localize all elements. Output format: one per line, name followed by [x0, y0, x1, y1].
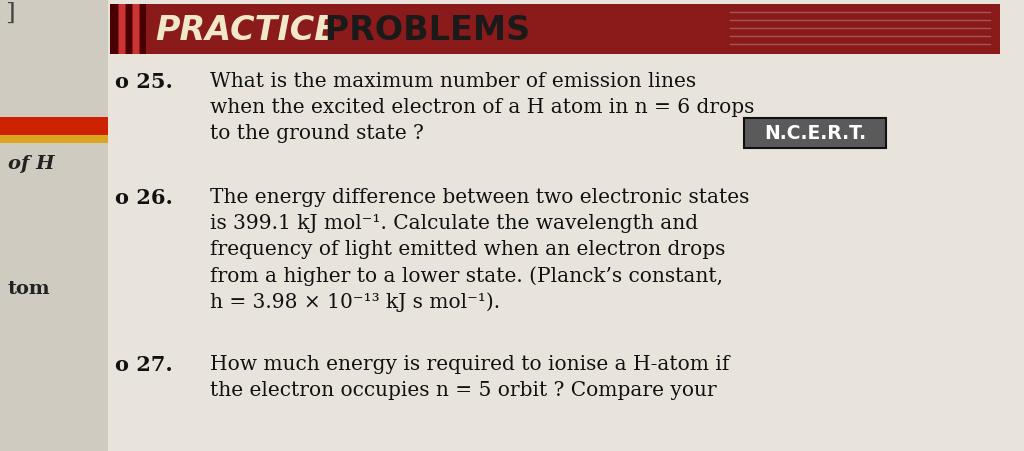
Text: N.C.E.R.T.: N.C.E.R.T. — [764, 124, 866, 143]
Text: of H: of H — [8, 155, 54, 173]
Text: PROBLEMS: PROBLEMS — [313, 14, 530, 46]
Text: PRACTICE: PRACTICE — [155, 14, 337, 46]
Bar — [126, 5, 132, 55]
Text: ]: ] — [5, 2, 14, 25]
Text: h = 3.98 × 10⁻¹³ kJ s mol⁻¹).: h = 3.98 × 10⁻¹³ kJ s mol⁻¹). — [210, 291, 500, 311]
Bar — [133, 5, 139, 55]
Text: when the excited electron of a H atom in n = 6 drops: when the excited electron of a H atom in… — [210, 98, 755, 117]
Bar — [140, 5, 146, 55]
Text: tom: tom — [8, 279, 50, 297]
Text: from a higher to a lower state. (Planck’s constant,: from a higher to a lower state. (Planck’… — [210, 265, 723, 285]
Text: o 25.: o 25. — [115, 72, 173, 92]
Text: the electron occupies n = 5 orbit ? Compare your: the electron occupies n = 5 orbit ? Comp… — [210, 380, 717, 399]
FancyBboxPatch shape — [744, 119, 886, 149]
Text: The energy difference between two electronic states: The energy difference between two electr… — [210, 188, 750, 207]
Bar — [110, 5, 1000, 55]
Text: to the ground state ?: to the ground state ? — [210, 124, 424, 143]
Bar — [110, 55, 1000, 451]
Bar — [119, 5, 125, 55]
Bar — [0, 136, 108, 144]
Text: What is the maximum number of emission lines: What is the maximum number of emission l… — [210, 72, 696, 91]
Text: o 27.: o 27. — [115, 354, 173, 374]
Bar — [0, 0, 108, 451]
Bar — [110, 5, 118, 55]
Text: How much energy is required to ionise a H-atom if: How much energy is required to ionise a … — [210, 354, 729, 373]
Text: is 399.1 kJ mol⁻¹. Calculate the wavelength and: is 399.1 kJ mol⁻¹. Calculate the wavelen… — [210, 213, 698, 232]
Text: o 26.: o 26. — [115, 188, 173, 207]
Text: frequency of light emitted when an electron drops: frequency of light emitted when an elect… — [210, 239, 725, 258]
Bar — [0, 118, 108, 136]
